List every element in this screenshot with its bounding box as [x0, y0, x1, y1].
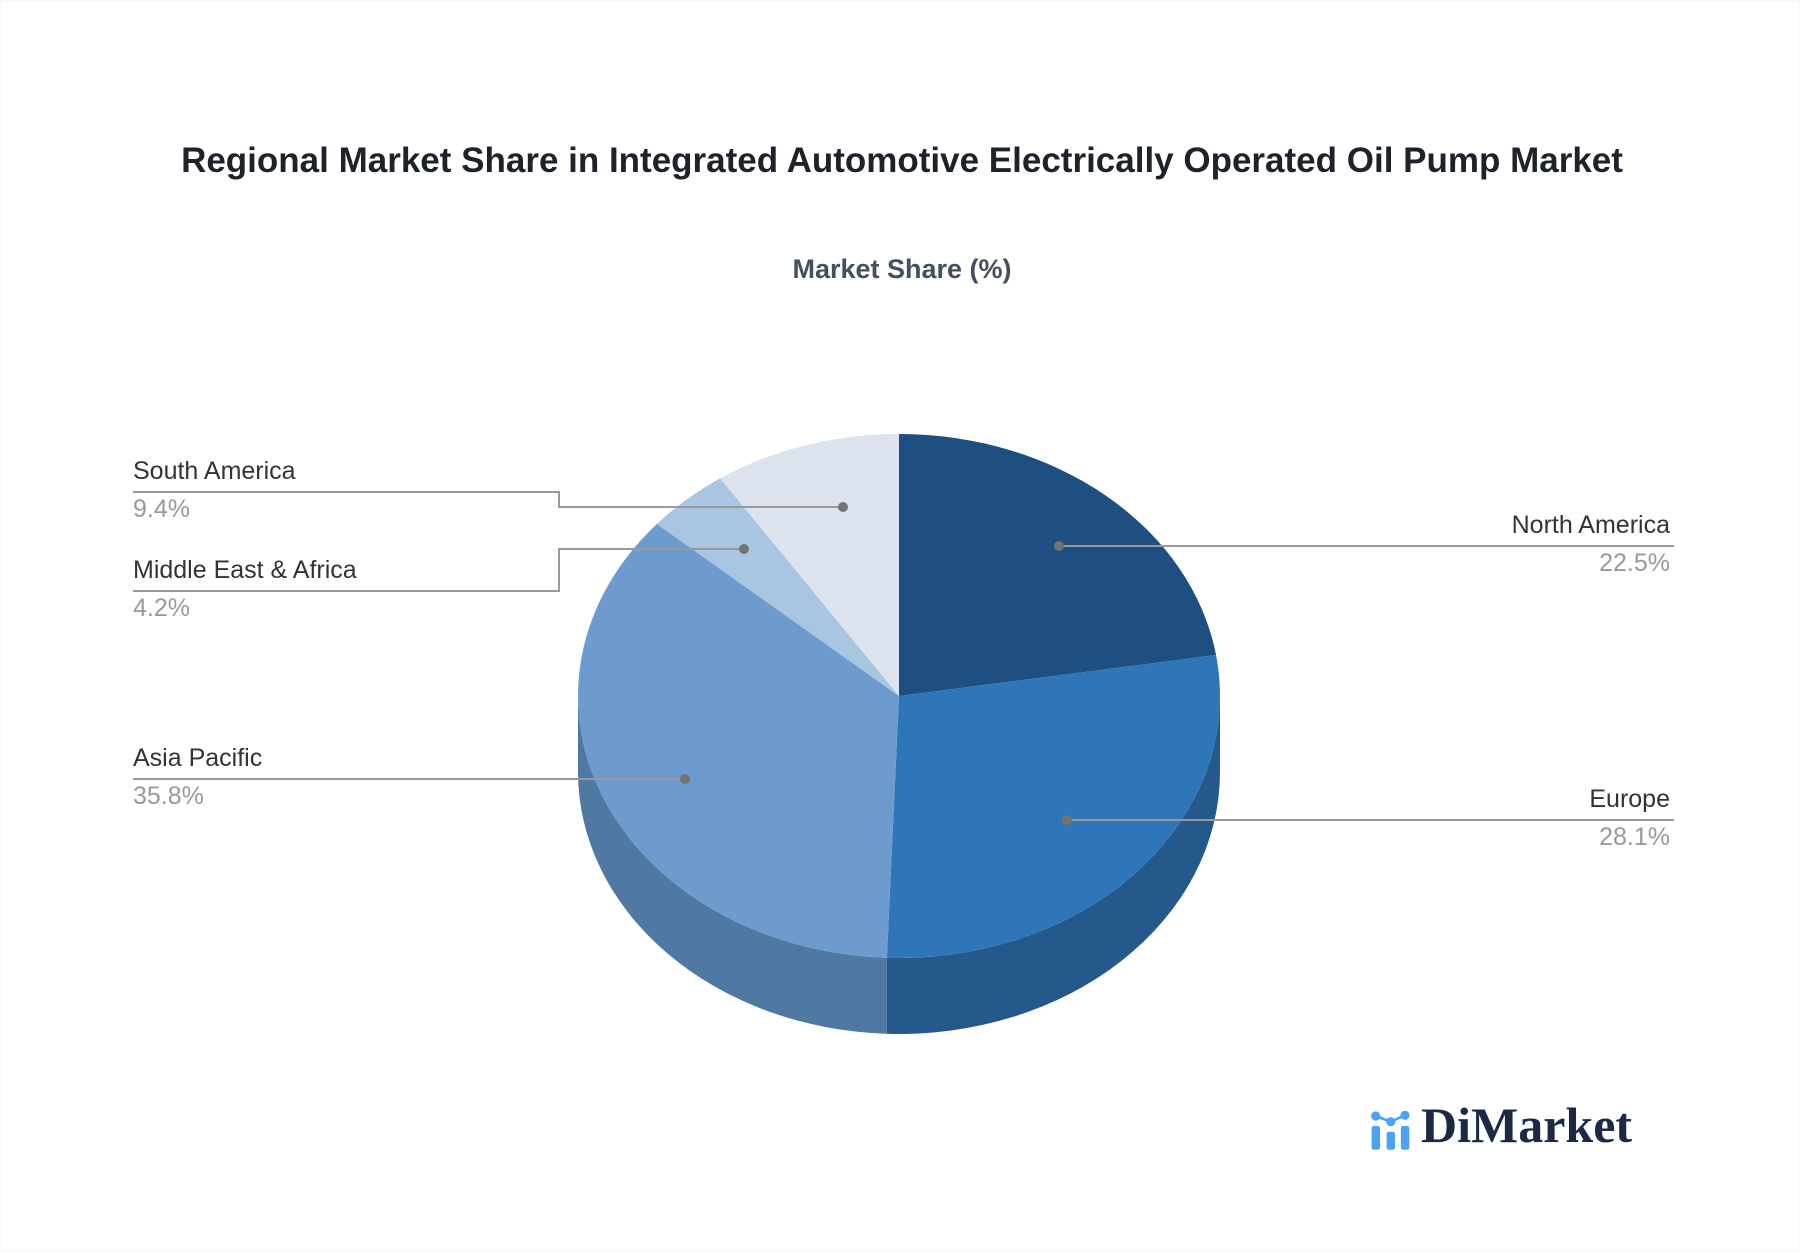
pie-slice-north-america[interactable]	[899, 434, 1217, 696]
slice-label-europe: Europe 28.1%	[1589, 784, 1670, 850]
leader-line-middle-east-africa	[133, 548, 744, 592]
chart-subtitle: Market Share (%)	[792, 254, 1012, 284]
leader-line-south-america	[133, 491, 843, 508]
slice-label-name: Asia Pacific	[133, 744, 263, 772]
slice-label-south-america: South America 9.4%	[133, 456, 296, 522]
pie-slice-europe[interactable]	[886, 655, 1220, 959]
pie-slice-side-europe	[886, 696, 1220, 1034]
pie-slice-side-asia-pacific	[578, 696, 887, 1034]
chart-title: Regional Market Share in Integrated Auto…	[181, 141, 1623, 180]
leader-dot-south-america	[838, 502, 848, 512]
leader-dot-middle-east-africa	[739, 544, 749, 554]
pie-slice-asia-pacific[interactable]	[578, 523, 899, 958]
leader-dot-europe	[1062, 815, 1072, 825]
slice-label-value: 22.5%	[1599, 549, 1670, 577]
slice-label-name: Europe	[1589, 785, 1670, 813]
slice-label-middle-east-africa: Middle East & Africa 4.2%	[133, 555, 357, 621]
slice-label-value: 28.1%	[1599, 823, 1670, 851]
slice-label-value: 9.4%	[133, 495, 190, 523]
slice-label-name: South America	[133, 457, 296, 485]
leader-dot-north-america	[1054, 541, 1064, 551]
slice-label-name: Middle East & Africa	[133, 556, 357, 584]
pie-slice-south-america[interactable]	[720, 434, 899, 696]
dimarket-logo: DiMarket	[1368, 1098, 1632, 1150]
bar-chart-logo-icon	[1371, 1110, 1410, 1150]
leader-dot-asia-pacific	[680, 774, 690, 784]
slice-label-value: 4.2%	[133, 594, 190, 622]
pie-slice-middle-east-africa[interactable]	[656, 478, 899, 696]
slice-label-north-america: North America 22.5%	[1512, 510, 1670, 576]
slice-label-asia-pacific: Asia Pacific 35.8%	[133, 743, 262, 809]
dimarket-wordmark: DiMarket	[1421, 1097, 1633, 1153]
slice-label-name: North America	[1511, 511, 1670, 539]
slice-label-value: 35.8%	[133, 782, 204, 810]
